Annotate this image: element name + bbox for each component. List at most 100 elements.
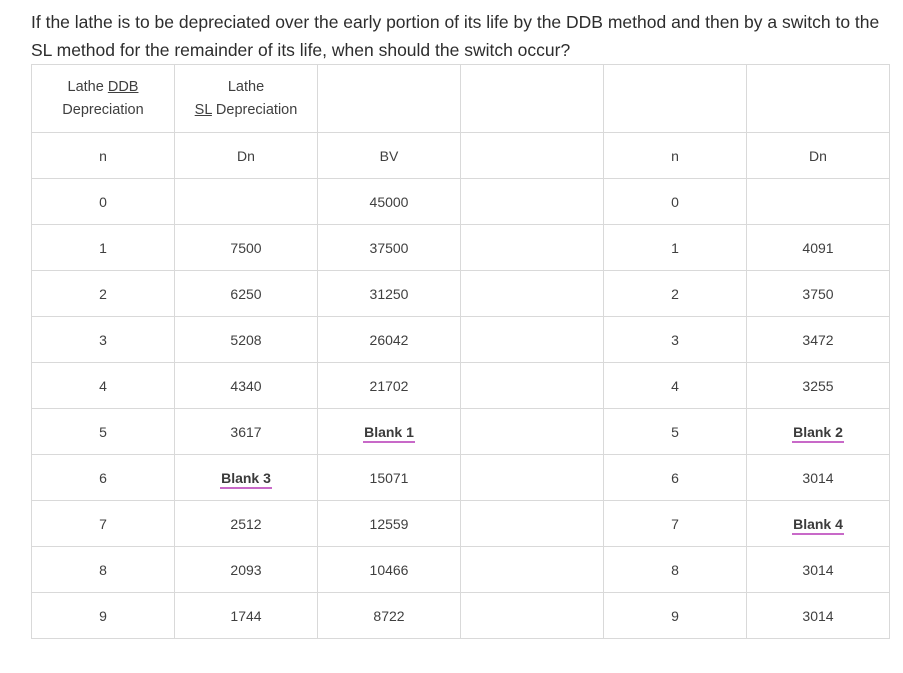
cell-ddb-n: 5 xyxy=(31,408,175,455)
group-header-ddb-prefix: Lathe xyxy=(67,78,108,95)
cell-bv: 15071 xyxy=(317,454,461,501)
table-head: Lathe DDB Depreciation Lathe SL Deprecia… xyxy=(31,64,890,179)
cell-ddb-dn: Blank 3 xyxy=(174,454,318,501)
table-row: 9 1744 8722 9 3014 xyxy=(31,592,890,639)
group-header-ddb: Lathe DDB Depreciation xyxy=(31,64,175,133)
group-header-spacer xyxy=(603,64,747,133)
column-header-bv: BV xyxy=(317,132,461,179)
cell-sl-n: 9 xyxy=(603,592,747,639)
cell-sl-dn: 3014 xyxy=(746,592,890,639)
cell-sl-dn: 3255 xyxy=(746,362,890,409)
cell-bv: 37500 xyxy=(317,224,461,271)
cell-ddb-n: 9 xyxy=(31,592,175,639)
column-header-sl-dn: Dn xyxy=(746,132,890,179)
cell-ddb-n: 6 xyxy=(31,454,175,501)
cell-spacer xyxy=(460,500,604,547)
cell-ddb-dn: 2093 xyxy=(174,546,318,593)
group-header-spacer xyxy=(746,64,890,133)
group-header-sl-line1: Lathe xyxy=(227,78,265,95)
cell-sl-n: 5 xyxy=(603,408,747,455)
cell-sl-n: 3 xyxy=(603,316,747,363)
cell-sl-dn: 3014 xyxy=(746,546,890,593)
cell-spacer xyxy=(460,408,604,455)
question-text: If the lathe is to be depreciated over t… xyxy=(31,12,880,60)
cell-bv: 8722 xyxy=(317,592,461,639)
cell-ddb-dn: 1744 xyxy=(174,592,318,639)
cell-spacer xyxy=(460,454,604,501)
cell-sl-dn: 3014 xyxy=(746,454,890,501)
cell-sl-n: 1 xyxy=(603,224,747,271)
cell-spacer xyxy=(460,224,604,271)
cell-bv: 21702 xyxy=(317,362,461,409)
cell-spacer xyxy=(460,362,604,409)
table-body: 0 45000 0 1 7500 37500 1 4091 2 6250 31250 2 3750 3 52… xyxy=(31,178,890,639)
cell-ddb-n: 3 xyxy=(31,316,175,363)
cell-ddb-dn: 4340 xyxy=(174,362,318,409)
column-header-sl-n: n xyxy=(603,132,747,179)
cell-sl-dn: 3472 xyxy=(746,316,890,363)
cell-sl-dn: 3750 xyxy=(746,270,890,317)
cell-ddb-n: 8 xyxy=(31,546,175,593)
table-row: 6 Blank 3 15071 6 3014 xyxy=(31,454,890,501)
group-header-row: Lathe DDB Depreciation Lathe SL Deprecia… xyxy=(31,64,890,133)
cell-ddb-dn: 6250 xyxy=(174,270,318,317)
cell-sl-dn: Blank 4 xyxy=(746,500,890,547)
cell-bv: Blank 1 xyxy=(317,408,461,455)
cell-bv: 45000 xyxy=(317,178,461,225)
group-header-sl-underlined: SL xyxy=(194,101,212,118)
column-header-ddb-n: n xyxy=(31,132,175,179)
cell-sl-dn xyxy=(746,178,890,225)
cell-spacer xyxy=(460,546,604,593)
page-content: If the lathe is to be depreciated over t… xyxy=(31,12,890,639)
group-header-sl-suffix: Depreciation xyxy=(211,101,298,118)
table-row: 5 3617 Blank 1 5 Blank 2 xyxy=(31,408,890,455)
cell-ddb-n: 0 xyxy=(31,178,175,225)
table-row: 2 6250 31250 2 3750 xyxy=(31,270,890,317)
column-header-spacer xyxy=(460,132,604,179)
table-row: 3 5208 26042 3 3472 xyxy=(31,316,890,363)
cell-ddb-dn: 5208 xyxy=(174,316,318,363)
cell-sl-n: 4 xyxy=(603,362,747,409)
table-row: 0 45000 0 xyxy=(31,178,890,225)
cell-sl-dn: 4091 xyxy=(746,224,890,271)
cell-sl-n: 7 xyxy=(603,500,747,547)
table-row: 7 2512 12559 7 Blank 4 xyxy=(31,500,890,547)
cell-sl-n: 2 xyxy=(603,270,747,317)
cell-sl-n: 6 xyxy=(603,454,747,501)
group-header-ddb-line1: Lathe DDB xyxy=(32,76,174,99)
group-header-sl: Lathe SL Depreciation xyxy=(174,64,318,133)
column-header-ddb-dn: Dn xyxy=(174,132,318,179)
blank-placeholder: Blank 3 xyxy=(220,469,272,489)
cell-bv: 10466 xyxy=(317,546,461,593)
cell-ddb-dn: 3617 xyxy=(174,408,318,455)
blank-placeholder: Blank 2 xyxy=(792,423,844,443)
cell-spacer xyxy=(460,592,604,639)
group-header-sl-line2: SL Depreciation xyxy=(175,99,317,122)
cell-bv: 26042 xyxy=(317,316,461,363)
group-header-ddb-underlined: DDB xyxy=(107,78,139,95)
cell-ddb-dn xyxy=(174,178,318,225)
depreciation-table: Lathe DDB Depreciation Lathe SL Deprecia… xyxy=(31,64,890,639)
cell-ddb-n: 4 xyxy=(31,362,175,409)
cell-ddb-n: 2 xyxy=(31,270,175,317)
group-header-ddb-line2: Depreciation xyxy=(62,101,144,118)
cell-ddb-n: 1 xyxy=(31,224,175,271)
table-row: 8 2093 10466 8 3014 xyxy=(31,546,890,593)
cell-bv: 31250 xyxy=(317,270,461,317)
group-header-spacer xyxy=(317,64,461,133)
blank-placeholder: Blank 4 xyxy=(792,515,844,535)
cell-spacer xyxy=(460,178,604,225)
group-header-spacer xyxy=(460,64,604,133)
cell-sl-n: 0 xyxy=(603,178,747,225)
table-row: 4 4340 21702 4 3255 xyxy=(31,362,890,409)
cell-ddb-dn: 7500 xyxy=(174,224,318,271)
cell-spacer xyxy=(460,316,604,363)
cell-bv: 12559 xyxy=(317,500,461,547)
cell-sl-dn: Blank 2 xyxy=(746,408,890,455)
cell-ddb-n: 7 xyxy=(31,500,175,547)
column-header-row: n Dn BV n Dn xyxy=(31,132,890,179)
cell-spacer xyxy=(460,270,604,317)
table-row: 1 7500 37500 1 4091 xyxy=(31,224,890,271)
cell-ddb-dn: 2512 xyxy=(174,500,318,547)
blank-placeholder: Blank 1 xyxy=(363,423,415,443)
